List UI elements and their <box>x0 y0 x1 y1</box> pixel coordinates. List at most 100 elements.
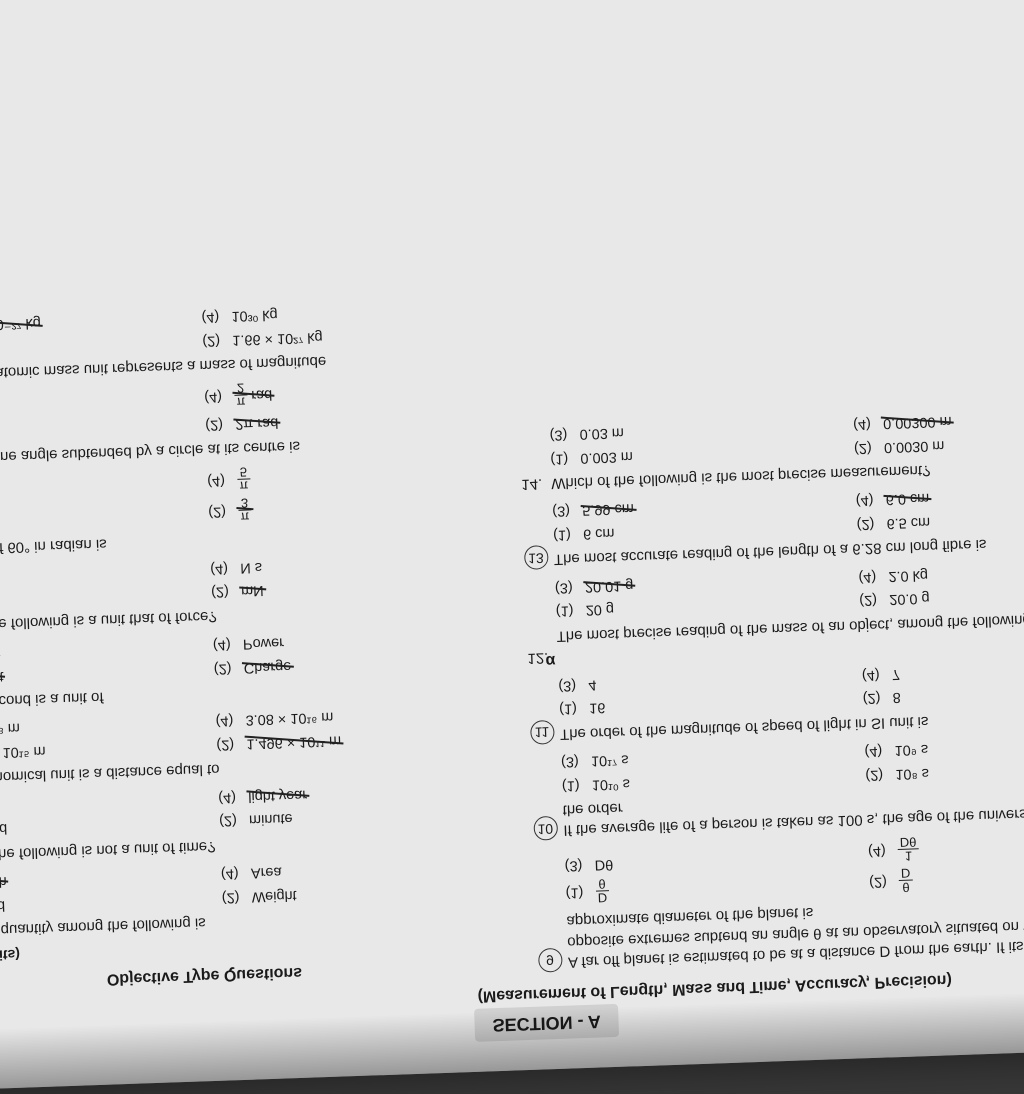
question: 4.Ampere second is a unit of(1)Current(2… <box>0 625 494 714</box>
option-text: 20.0 g <box>889 588 930 609</box>
option-num: (1) <box>555 600 580 620</box>
option-text: 16 <box>589 697 606 717</box>
option-text: Length <box>0 871 7 892</box>
option-num: (2) <box>859 589 884 609</box>
option-num: (2) <box>221 886 246 906</box>
option-text: Area <box>251 861 282 882</box>
option-num: (4) <box>204 385 229 405</box>
option-num: (4) <box>218 786 243 806</box>
option-text: Dθ <box>594 854 613 874</box>
option-text: 8 <box>892 687 901 707</box>
option-text: second <box>0 818 8 839</box>
options-grid: (1)Dθ(2)θD(3)Dθ(4)1Dθ <box>564 827 1024 906</box>
option-num: (4) <box>210 557 235 577</box>
option-num: (2) <box>856 513 881 533</box>
option: (2)θD <box>869 858 1024 895</box>
option-num: (4) <box>864 740 889 760</box>
option-text: 3.08 × 10¹⁶ m <box>245 707 333 730</box>
question-number-circled: 11 <box>530 720 555 745</box>
option-num: (4) <box>868 840 893 860</box>
question-number-circled: 10 <box>533 816 558 841</box>
option-text: light year <box>248 784 307 806</box>
option-text: minute <box>249 808 293 829</box>
option: (2)1.66 × 10²⁷ kg <box>202 321 481 350</box>
option: (2)π3 <box>208 488 488 525</box>
option-text: 7 <box>892 663 901 683</box>
option-num: (4) <box>207 469 232 489</box>
option-text: Dθ <box>595 877 609 904</box>
option-text: 0.0030 m <box>884 434 945 456</box>
option-num: (4) <box>858 566 883 586</box>
option-num: (2) <box>869 871 894 891</box>
option-text: 6 cm <box>583 522 615 543</box>
option-text: Charge <box>243 655 291 676</box>
option-num: (3) <box>564 855 589 875</box>
question: 9A far off planet is estimated to be at … <box>534 827 1024 973</box>
option: (2)1.496 × 10¹¹ m <box>216 724 495 753</box>
option-num: (1) <box>559 698 584 718</box>
option-num: (2) <box>211 581 236 601</box>
option-text: 10³⁰ kg <box>231 304 278 325</box>
option-text: π3 <box>238 496 252 523</box>
option-text: mN <box>241 580 264 600</box>
option-text: 1Dθ <box>898 836 920 864</box>
question: 13The most accurate reading of the lengt… <box>522 480 1024 570</box>
option-num: (2) <box>205 413 230 433</box>
handwritten-annotation: α <box>545 652 555 669</box>
option-text: N s <box>240 556 262 576</box>
question: 5Which of the following is a unit that o… <box>0 548 491 637</box>
option-text: Current <box>0 665 4 686</box>
option-text: 3 × 10⁸ m <box>0 717 20 739</box>
option: (4)π2 rad <box>204 373 484 410</box>
option-num: (1) <box>553 523 578 543</box>
option-num: (3) <box>555 576 580 596</box>
option: (4)π5 <box>207 457 487 494</box>
option-num: (1) <box>561 774 586 794</box>
question: 7.The total plane angle subtended by a c… <box>0 373 485 470</box>
option: (1)π2 <box>0 498 199 535</box>
question-number-circled: 9 <box>538 948 563 973</box>
option-text: 2.0 kg <box>888 564 928 585</box>
option-num: (4) <box>215 710 240 730</box>
question-number: 14. <box>519 424 551 493</box>
option-num: (2) <box>219 810 244 830</box>
option-text: Speed <box>0 894 5 915</box>
question: 11The order of the magnitude of speed of… <box>528 654 1024 744</box>
option: (4)6.0 cm <box>855 480 1024 510</box>
option-text: Energy <box>0 642 1 663</box>
option-text: 1.496 × 10¹¹ m <box>246 730 341 753</box>
option-num: (2) <box>865 763 890 783</box>
right-column: 9A far off planet is estimated to be at … <box>514 266 1024 973</box>
option: (4)10⁹ s <box>864 730 1024 760</box>
question: One unified atomic mass unit represents … <box>0 297 482 386</box>
option-text: 9.46 × 10¹⁵ m <box>0 740 46 763</box>
option-num: (2) <box>202 329 227 349</box>
option-num: (4) <box>855 489 880 509</box>
option-text: 20 g <box>585 599 614 620</box>
option-text: Power <box>243 632 285 653</box>
option-text: 10¹⁷ s <box>591 749 629 770</box>
option-num: (2) <box>208 500 233 520</box>
option: (2)Charge <box>213 648 492 677</box>
option-text: 0.003 m <box>580 445 633 466</box>
option-num: (3) <box>561 751 586 771</box>
option-text: 4 <box>588 674 597 694</box>
option-num: (1) <box>565 881 590 901</box>
option-text: 20.01 g <box>585 574 634 595</box>
option-num: (2) <box>213 657 238 677</box>
option-text: π2 rad <box>234 381 273 409</box>
question: 14.Which of the following is the most pr… <box>519 404 1024 494</box>
option-text: 5.99 cm <box>582 498 634 519</box>
question: 3.One astronomical unit is a distance eq… <box>0 701 496 790</box>
option: (2)minute <box>219 801 498 830</box>
option-num: (3) <box>558 674 583 694</box>
option-text: 10⁹ s <box>894 739 928 760</box>
option-num: (2) <box>854 437 879 457</box>
option: (4)2.0 kg <box>858 556 1024 586</box>
option-text: 10⁸ s <box>895 762 929 783</box>
option: (4)1Dθ <box>868 827 1024 864</box>
option-num: (1) <box>550 447 575 467</box>
option-num: (4) <box>201 306 226 326</box>
option-text: θD <box>899 867 913 894</box>
option-text: 1.66 × 10⁻²⁷ kg <box>0 312 41 335</box>
